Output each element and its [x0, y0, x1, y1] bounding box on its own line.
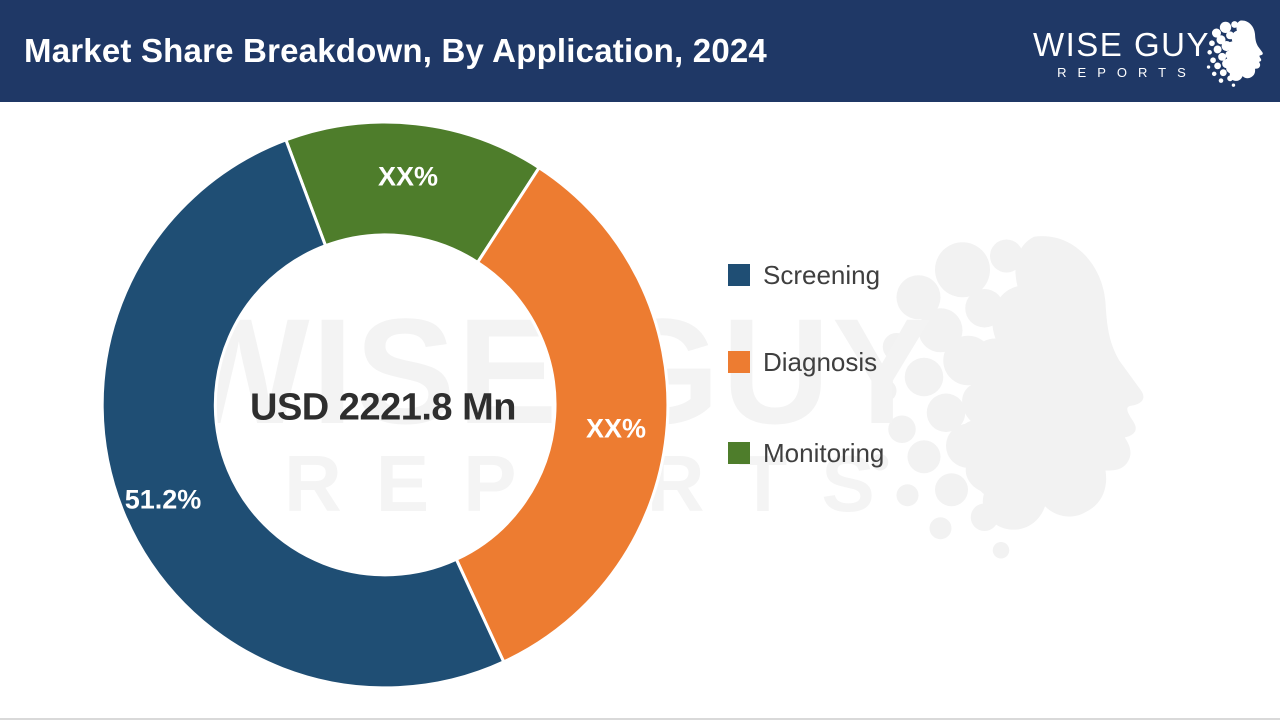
diagnosis-swatch	[728, 351, 750, 373]
legend-item-screening[interactable]: Screening	[728, 260, 880, 290]
monitoring-value-label: XX%	[377, 161, 439, 192]
diagnosis-value-label: XX%	[585, 413, 647, 444]
logo-subtitle: REPORTS	[1057, 65, 1197, 81]
monitoring-swatch	[728, 442, 750, 464]
donut-chart	[100, 120, 670, 690]
slice-screening[interactable]	[100, 138, 506, 690]
legend-item-diagnosis[interactable]: Diagnosis	[728, 347, 877, 377]
donut-center-value: USD 2221.8 Mn	[250, 386, 516, 429]
face-profile-icon	[1204, 17, 1272, 91]
screening-swatch	[728, 264, 750, 286]
logo-wordmark: WISE GUY	[1032, 25, 1210, 63]
legend-label: Diagnosis	[763, 346, 878, 377]
page-title: Market Share Breakdown, By Application, …	[24, 32, 767, 69]
header-bar: Market Share Breakdown, By Application, …	[0, 0, 1280, 102]
bottom-divider	[0, 718, 1280, 720]
legend-label: Monitoring	[763, 437, 885, 468]
legend-label: Screening	[763, 259, 881, 290]
slice-diagnosis[interactable]	[454, 166, 670, 664]
logo-text: WISE GUY REPORTS	[1032, 25, 1210, 81]
wiseguy-logo: WISE GUY REPORTS	[1033, 8, 1272, 100]
screening-value-label: 51.2%	[124, 484, 202, 515]
legend-item-monitoring[interactable]: Monitoring	[728, 438, 884, 468]
